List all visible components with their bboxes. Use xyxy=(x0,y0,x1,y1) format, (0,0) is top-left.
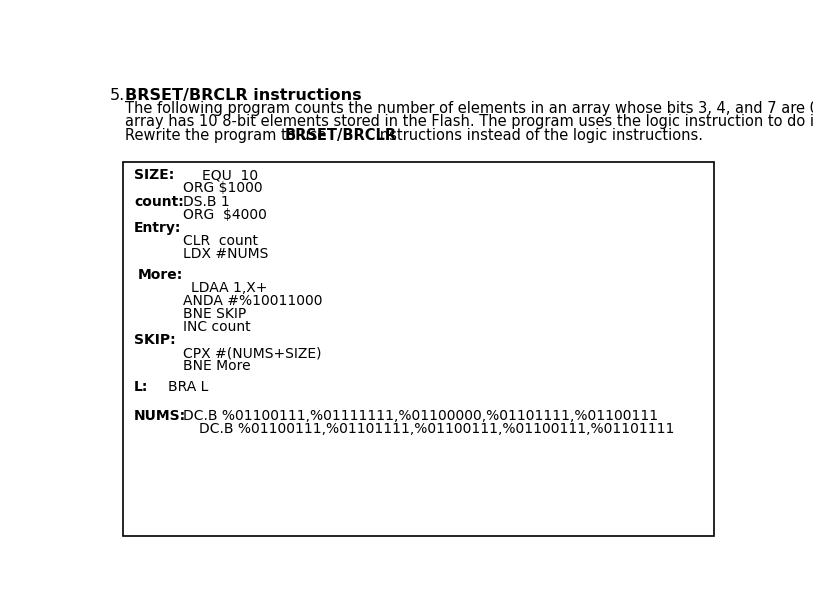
Text: BNE SKIP: BNE SKIP xyxy=(183,307,246,321)
Text: LDAA 1,X+: LDAA 1,X+ xyxy=(191,281,267,295)
Text: 5.: 5. xyxy=(110,88,124,103)
Text: LDX #NUMS: LDX #NUMS xyxy=(183,247,268,261)
Text: EQU  10: EQU 10 xyxy=(202,168,259,182)
Bar xyxy=(124,162,714,535)
Text: instructions instead of the logic instructions.: instructions instead of the logic instru… xyxy=(372,128,703,142)
Text: More:: More: xyxy=(138,268,183,282)
Text: SIZE:: SIZE: xyxy=(134,168,175,182)
Text: ORG  $4000: ORG $4000 xyxy=(183,208,267,222)
Text: NUMS:: NUMS: xyxy=(134,409,186,422)
Text: BRSET/BRCLR: BRSET/BRCLR xyxy=(285,128,397,142)
Text: DC.B %01100111,%01101111,%01100111,%01100111,%01101111: DC.B %01100111,%01101111,%01100111,%0110… xyxy=(198,422,674,436)
Text: BNE More: BNE More xyxy=(183,359,250,373)
Text: BRA L: BRA L xyxy=(167,380,208,394)
Text: CPX #(NUMS+SIZE): CPX #(NUMS+SIZE) xyxy=(183,346,321,360)
Text: The following program counts the number of elements in an array whose bits 3, 4,: The following program counts the number … xyxy=(125,101,813,117)
Text: INC count: INC count xyxy=(183,320,250,334)
Text: CLR  count: CLR count xyxy=(183,234,258,248)
Text: count:: count: xyxy=(134,195,184,209)
Text: ANDA #%10011000: ANDA #%10011000 xyxy=(183,294,323,308)
Text: array has 10 8-bit elements stored in the Flash. The program uses the logic inst: array has 10 8-bit elements stored in th… xyxy=(125,114,813,130)
Text: DS.B 1: DS.B 1 xyxy=(183,195,230,209)
Text: DC.B %01100111,%01111111,%01100000,%01101111,%01100111: DC.B %01100111,%01111111,%01100000,%0110… xyxy=(183,409,659,422)
Text: ORG $1000: ORG $1000 xyxy=(183,182,263,195)
Text: BRSET/BRCLR instructions: BRSET/BRCLR instructions xyxy=(125,88,362,103)
Text: L:: L: xyxy=(134,380,149,394)
Text: Entry:: Entry: xyxy=(134,221,181,235)
Text: SKIP:: SKIP: xyxy=(134,333,176,347)
Text: Rewrite the program to use: Rewrite the program to use xyxy=(125,128,331,142)
